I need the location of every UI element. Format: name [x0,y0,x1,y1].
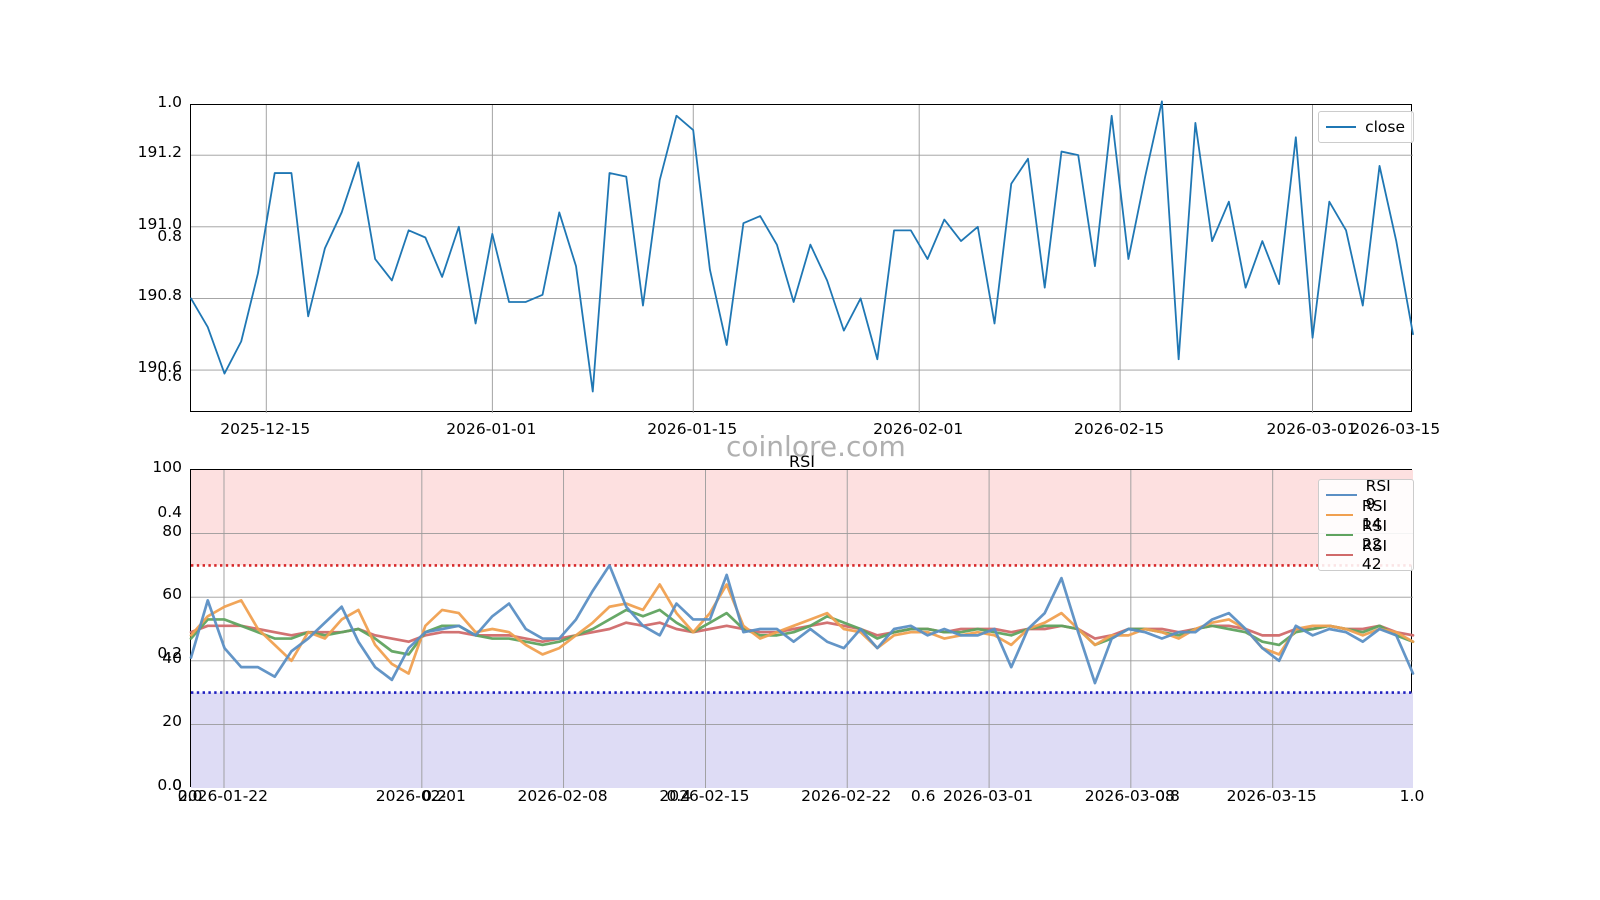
rsi-legend-item-2[interactable]: RSI 14 [1326,497,1405,533]
rsi-legend-swatch-icon [1326,494,1357,496]
rsi-x-secondary-tick-0.8: 0.8 [1155,787,1180,805]
rsi-legend-label: RSI 22 [1361,517,1388,553]
rsi-y-secondary-tick-0.0: 0.0 [157,776,182,794]
rsi-x-secondary-tick-0.2: 0.2 [422,787,447,805]
rsi-y-tick-80: 80 [162,521,182,540]
price-x-tick-2025-12-15: 2025-12-15 [220,420,311,438]
price-chart-panel [190,100,1414,413]
rsi-chart-panel [189,469,1415,788]
rsi-chart-legend[interactable]: RSI 9 RSI 14 RSI 22 RSI 42 [1318,477,1414,573]
price-y-secondary-tick-0.8: 0.8 [157,227,182,245]
rsi-x-secondary-tick-0.6: 0.6 [910,787,936,805]
price-y-secondary-tick-0.6: 0.6 [157,367,182,385]
rsi-x-tick-2026-02-22: 2026-02-22 [801,787,892,805]
rsi-x-tick-2026-02-08: 2026-02-08 [517,787,608,805]
price-y-tick-191.2: 191.2 [137,143,182,162]
rsi-legend-item-3[interactable]: RSI 22 [1326,517,1405,553]
price-plot-area [190,100,1414,413]
price-legend-swatch-icon [1326,126,1357,128]
rsi-legend-item-1[interactable]: RSI 9 [1326,477,1405,513]
rsi-x-tick-2026-02-15: 2026-02-15 [659,787,750,805]
price-x-tick-2026-02-01: 2026-02-01 [873,420,964,438]
rsi-y-tick-60: 60 [162,585,182,604]
rsi-y-tick-0: 0 [172,776,182,794]
rsi-x-tick-2026-03-08: 2026-03-08 [1084,787,1175,805]
rsi-legend-label: RSI 42 [1361,537,1388,573]
price-x-tick-2026-02-15: 2026-02-15 [1074,420,1165,438]
price-x-tick-2026-03-01: 2026-03-01 [1266,420,1357,438]
rsi-x-secondary-tick-0.4: 0.4 [666,787,692,805]
rsi-plot-area [189,470,1415,788]
price-chart-legend[interactable]: close [1318,111,1414,143]
price-x-tick-2026-03-15: 2026-03-15 [1350,420,1441,438]
coinlore-watermark: coinlore.com [726,430,906,463]
rsi-legend-label: RSI 9 [1365,477,1391,513]
rsi-legend-label: RSI 14 [1361,497,1388,533]
rsi-x-tick-2026-03-01: 2026-03-01 [943,787,1034,805]
price-y-tick-191.0: 191.0 [137,214,182,233]
rsi-legend-swatch-icon [1326,534,1353,536]
rsi-y-tick-20: 20 [162,712,182,731]
price-legend-item-1[interactable]: close [1326,117,1405,137]
rsi-x-tick-2026-01-22: 2026-01-22 [177,787,269,805]
rsi-x-tick-2026-03-15: 2026-03-15 [1226,787,1317,805]
price-x-tick-2026-01-15: 2026-01-15 [647,420,738,438]
rsi-x-tick-2026-02-01: 2026-02-01 [375,787,466,805]
price-y-tick-190.6: 190.6 [137,358,182,377]
rsi-legend-swatch-icon [1326,554,1353,556]
rsi-x-secondary-tick-1.0: 1.0 [1399,787,1425,805]
rsi-y-tick-40: 40 [162,648,182,667]
rsi-x-secondary-tick-0.0: 0.0 [177,787,203,805]
rsi-legend-item-4[interactable]: RSI 42 [1326,537,1405,573]
price-legend-label: close [1365,118,1405,136]
rsi-y-secondary-tick-0.4: 0.4 [157,503,182,521]
rsi-legend-swatch-icon [1326,514,1353,516]
price-y-tick-190.8: 190.8 [137,286,182,305]
rsi-y-secondary-tick-0.2: 0.2 [157,644,182,662]
rsi-y-tick-100: 100 [152,458,182,476]
price-y-secondary-tick-1.0: 1.0 [157,93,182,111]
price-x-tick-2026-01-01: 2026-01-01 [446,420,537,438]
rsi-panel-title: RSI [789,452,815,471]
